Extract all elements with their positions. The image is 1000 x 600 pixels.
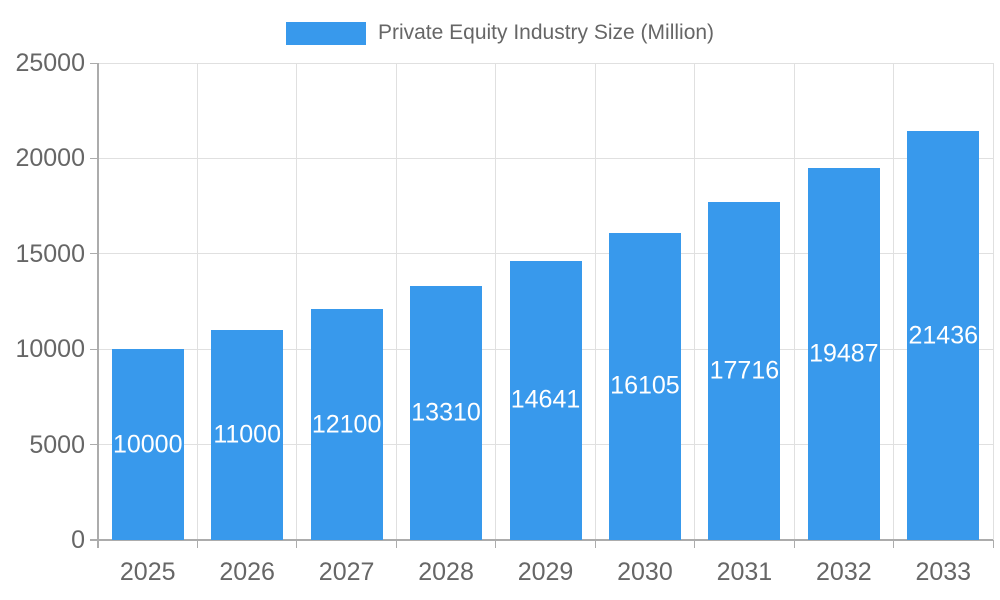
- y-tick-label: 15000: [15, 239, 85, 268]
- h-gridline: [98, 62, 993, 64]
- x-tick-mark: [495, 540, 497, 548]
- y-tick-label: 20000: [15, 144, 85, 173]
- bar: [807, 168, 880, 540]
- x-tick-mark: [395, 540, 397, 548]
- x-tick-mark: [992, 540, 994, 548]
- bar-value-label: 19487: [809, 339, 879, 368]
- v-gridline: [594, 63, 596, 540]
- y-tick-mark: [90, 62, 98, 64]
- chart-legend: Private Equity Industry Size (Million): [0, 20, 1000, 46]
- x-tick-label: 2026: [219, 558, 275, 586]
- v-gridline: [793, 63, 795, 540]
- bar: [410, 286, 483, 540]
- bar: [708, 201, 781, 540]
- bar-value-label: 13310: [411, 398, 481, 427]
- h-gridline: [98, 253, 993, 255]
- x-tick-mark: [793, 540, 795, 548]
- x-tick-label: 2029: [517, 558, 574, 586]
- x-tick-label: 2032: [816, 558, 872, 586]
- bar: [509, 260, 582, 540]
- bar-value-label: 14641: [510, 385, 581, 414]
- v-gridline: [495, 63, 497, 540]
- bar-value-label: 17716: [709, 356, 780, 385]
- x-tick-mark: [694, 540, 696, 548]
- legend-label: Private Equity Industry Size (Million): [377, 21, 715, 44]
- y-tick-mark: [90, 157, 98, 159]
- v-gridline: [992, 63, 994, 540]
- x-tick-label: 2027: [318, 558, 375, 586]
- y-tick-mark: [90, 348, 98, 350]
- y-tick-label: 10000: [15, 335, 85, 364]
- bar: [211, 330, 284, 540]
- x-tick-mark: [893, 540, 895, 548]
- x-tick-mark: [594, 540, 596, 548]
- x-tick-mark: [196, 540, 198, 548]
- bar-value-label: 21436: [908, 321, 979, 349]
- bar: [608, 232, 681, 540]
- x-tick-label: 2031: [716, 558, 773, 586]
- y-tick-label: 5000: [29, 430, 85, 459]
- x-tick-label: 2028: [418, 558, 474, 586]
- bar-value-label: 10000: [112, 430, 183, 459]
- y-tick-mark: [90, 253, 98, 255]
- y-tick-label: 25000: [15, 49, 85, 77]
- v-gridline: [694, 63, 696, 540]
- bar: [310, 309, 383, 540]
- bar: [111, 349, 184, 540]
- legend-swatch: [285, 21, 366, 45]
- x-tick-label: 2025: [119, 558, 176, 586]
- bar-value-label: 16105: [610, 371, 680, 400]
- y-tick-label: 0: [71, 526, 85, 554]
- x-tick-mark: [296, 540, 298, 548]
- v-gridline: [893, 63, 895, 540]
- y-axis-line: [97, 63, 99, 548]
- v-gridline: [395, 63, 397, 540]
- y-tick-mark: [90, 444, 98, 446]
- v-gridline: [296, 63, 298, 540]
- h-gridline: [98, 157, 993, 159]
- bar-value-label: 11000: [213, 420, 281, 449]
- x-axis-line: [90, 539, 993, 541]
- x-tick-label: 2030: [617, 558, 673, 586]
- bar-value-label: 12100: [311, 410, 382, 439]
- bar: [907, 131, 980, 540]
- v-gridline: [196, 63, 198, 540]
- x-tick-label: 2033: [915, 558, 972, 586]
